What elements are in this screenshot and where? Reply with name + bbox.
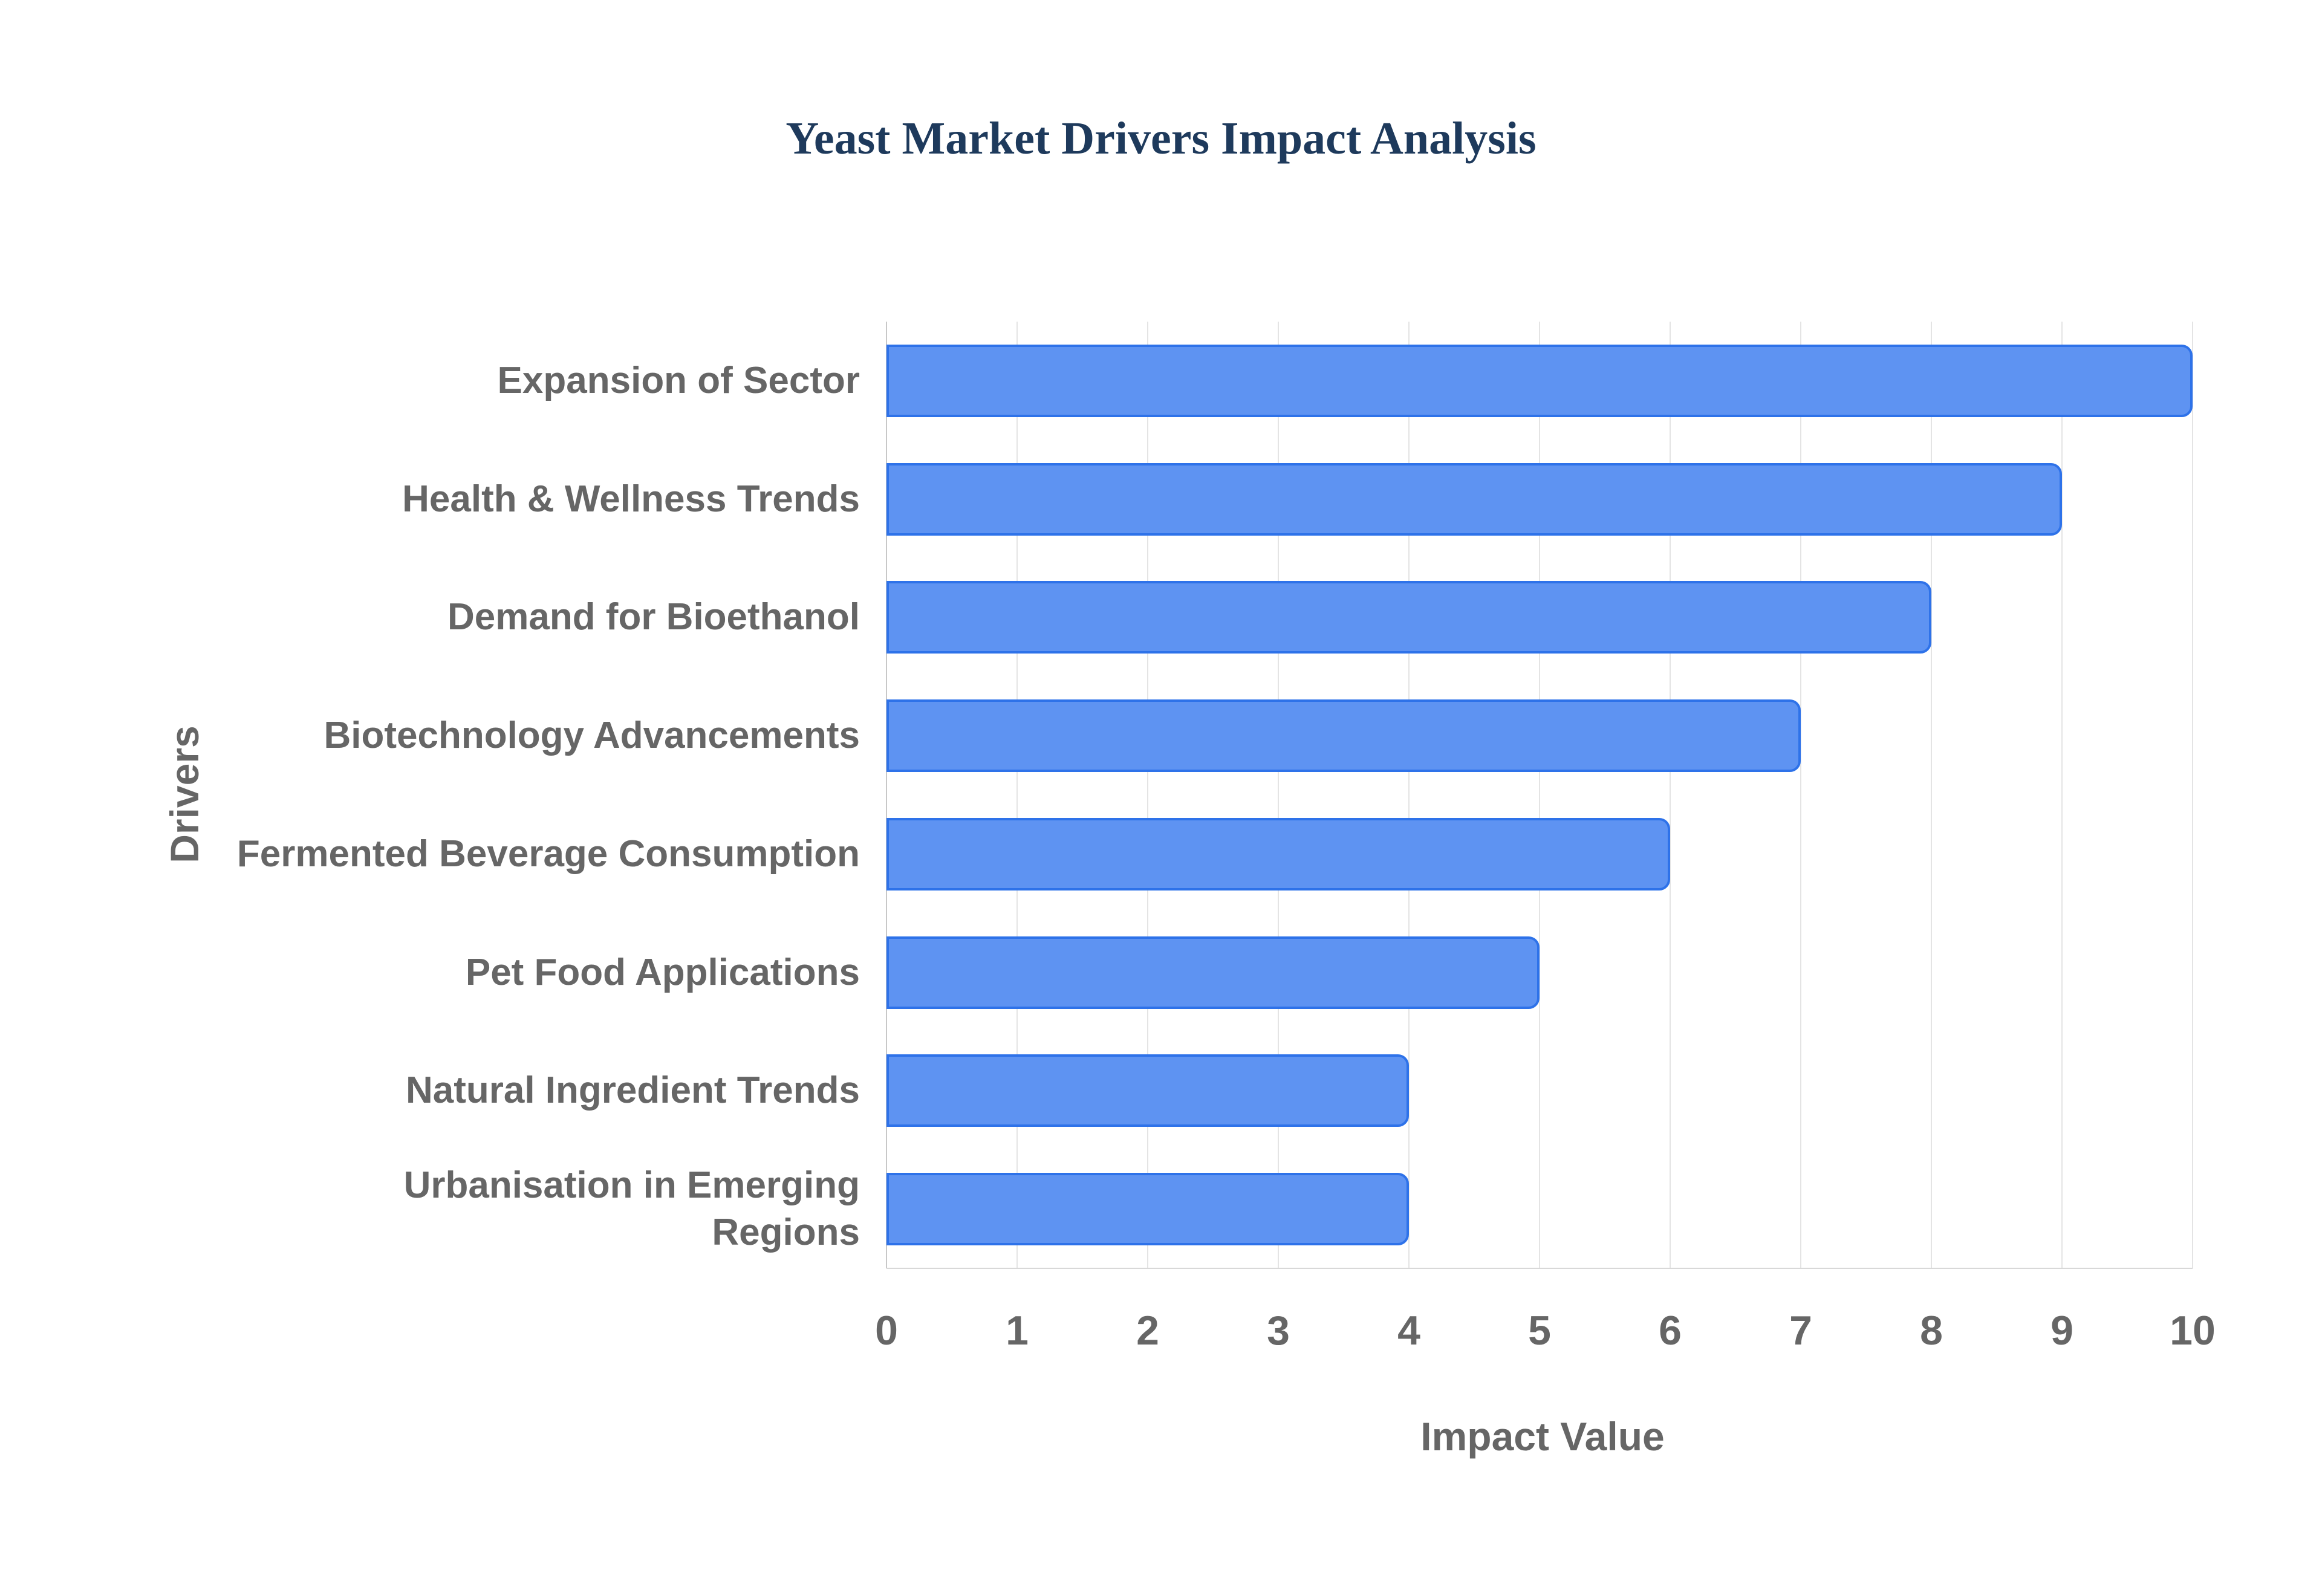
- x-tick-label: 0: [875, 1308, 898, 1354]
- x-axis-line: [886, 1268, 2193, 1269]
- bar[interactable]: [886, 936, 1540, 1009]
- x-tick-label: 9: [2050, 1308, 2073, 1354]
- category-label: Health & Wellness Trends: [402, 478, 860, 520]
- gridline: [1800, 322, 1801, 1268]
- x-tick-label: 6: [1659, 1308, 1682, 1354]
- gridline: [1931, 322, 1932, 1268]
- y-axis-title: Drivers: [162, 725, 207, 863]
- x-tick-label: 8: [1920, 1308, 1943, 1354]
- gridline: [1539, 322, 1540, 1268]
- category-label: Biotechnology Advancements: [324, 715, 860, 757]
- category-label: Pet Food Applications: [465, 951, 860, 993]
- category-label: Fermented Beverage Consumption: [236, 832, 860, 875]
- gridline: [2061, 322, 2063, 1268]
- bar[interactable]: [886, 344, 2193, 417]
- chart-title: Yeast Market Drivers Impact Analysis: [785, 113, 1537, 164]
- x-tick-label: 7: [1789, 1308, 1812, 1354]
- category-labels: Expansion of Sector Health & Wellness Tre…: [236, 322, 860, 1268]
- bar[interactable]: [886, 581, 1931, 654]
- category-label: Demand for Bioethanol: [447, 596, 860, 638]
- category-label: Natural Ingredient Trends: [405, 1069, 860, 1112]
- bar[interactable]: [886, 817, 1670, 890]
- bars-layer: [886, 322, 2193, 1268]
- category-label: Expansion of Sector: [497, 359, 860, 401]
- gridlines-layer: [886, 322, 2193, 1268]
- x-tick-label: 2: [1136, 1308, 1159, 1354]
- gridline: [2192, 322, 2193, 1268]
- x-tick-label: 1: [1006, 1308, 1029, 1354]
- plot-area: [886, 322, 2193, 1269]
- category-label: Urbanisation in Emerging Regions: [403, 1164, 860, 1254]
- x-axis-title: Impact Value: [1420, 1414, 1665, 1459]
- gridline: [1408, 322, 1410, 1268]
- bar[interactable]: [886, 1173, 1409, 1246]
- gridline: [1016, 322, 1018, 1268]
- x-tick-label: 5: [1528, 1308, 1551, 1354]
- x-tick-label: 10: [2170, 1308, 2216, 1354]
- gridline: [1278, 322, 1279, 1268]
- bar[interactable]: [886, 1054, 1409, 1127]
- gridline: [1670, 322, 1671, 1268]
- x-tick-labels: 0 1 2 3 4 5 6 7 8 9 10: [875, 1303, 2216, 1358]
- x-tick-label: 4: [1397, 1308, 1420, 1354]
- bar[interactable]: [886, 462, 2062, 536]
- x-tick-label: 3: [1267, 1308, 1290, 1354]
- gridline: [1147, 322, 1148, 1268]
- y-axis-line: [886, 322, 887, 1268]
- bar[interactable]: [886, 699, 1801, 773]
